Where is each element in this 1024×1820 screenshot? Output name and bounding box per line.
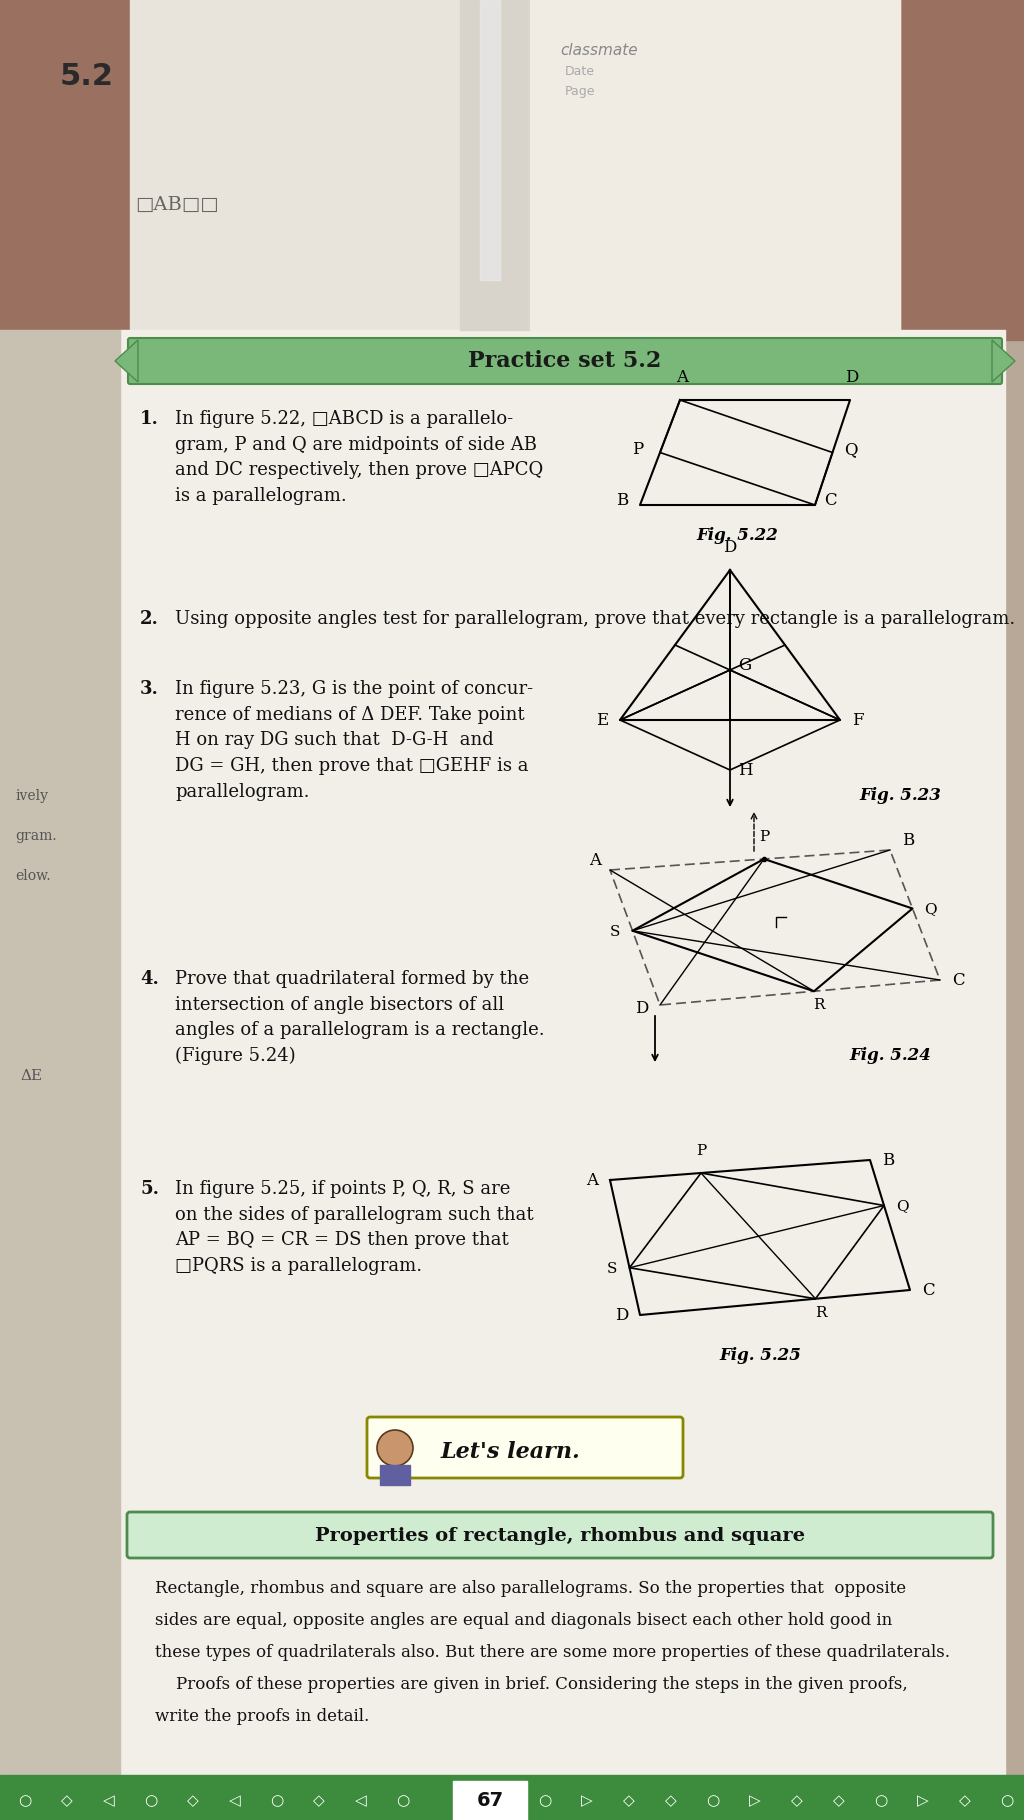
Text: A: A: [586, 1172, 598, 1188]
Text: ◇: ◇: [834, 1793, 845, 1809]
Text: ◇: ◇: [61, 1793, 73, 1809]
Text: ◇: ◇: [187, 1793, 199, 1809]
Text: 3.: 3.: [140, 681, 159, 699]
Polygon shape: [992, 340, 1015, 382]
Text: C: C: [951, 972, 965, 988]
Text: R: R: [813, 997, 824, 1012]
FancyBboxPatch shape: [453, 1782, 527, 1820]
Text: ◇: ◇: [959, 1793, 971, 1809]
Text: H: H: [737, 763, 753, 779]
Text: Q: Q: [844, 442, 857, 459]
Text: ○: ○: [1000, 1793, 1014, 1809]
Text: A: A: [589, 852, 601, 868]
Text: F: F: [852, 712, 864, 730]
Text: Q: Q: [896, 1199, 908, 1214]
Polygon shape: [115, 340, 138, 382]
Text: Rectangle, rhombus and square are also parallelograms. So the properties that  o: Rectangle, rhombus and square are also p…: [155, 1580, 906, 1596]
Text: these types of quadrilaterals also. But there are some more properties of these : these types of quadrilaterals also. But …: [155, 1643, 950, 1662]
Text: D: D: [635, 999, 648, 1017]
Text: ○: ○: [270, 1793, 284, 1809]
Text: ◇: ◇: [624, 1793, 635, 1809]
Text: In figure 5.25, if points P, Q, R, S are
on the sides of parallelogram such that: In figure 5.25, if points P, Q, R, S are…: [175, 1179, 534, 1276]
Text: ◇: ◇: [313, 1793, 325, 1809]
Text: elow.: elow.: [15, 868, 50, 883]
Text: ◁: ◁: [103, 1793, 115, 1809]
Text: ○: ○: [707, 1793, 720, 1809]
Text: In figure 5.23, G is the point of concur-
rence of medians of Δ DEF. Take point
: In figure 5.23, G is the point of concur…: [175, 681, 534, 801]
Text: ◁: ◁: [229, 1793, 241, 1809]
Text: C: C: [823, 491, 837, 510]
Text: In figure 5.22, □ABCD is a parallelo-
gram, P and Q are midpoints of side AB
and: In figure 5.22, □ABCD is a parallelo- gr…: [175, 410, 544, 506]
Text: ○: ○: [144, 1793, 158, 1809]
Text: Q: Q: [925, 903, 937, 917]
Text: A: A: [676, 369, 688, 386]
Text: Fig. 5.23: Fig. 5.23: [859, 786, 941, 804]
Text: Let's learn.: Let's learn.: [440, 1441, 580, 1463]
Text: Date: Date: [565, 66, 595, 78]
Text: ◁: ◁: [355, 1793, 367, 1809]
Text: ○: ○: [539, 1793, 552, 1809]
Text: R: R: [815, 1305, 826, 1320]
Text: ively: ively: [15, 790, 48, 803]
Text: D: D: [723, 539, 736, 555]
Text: P: P: [696, 1145, 707, 1158]
Text: 1: 1: [508, 1793, 516, 1807]
Text: ΔE: ΔE: [20, 1068, 42, 1083]
Text: D: D: [615, 1307, 629, 1323]
Text: ▷: ▷: [582, 1793, 593, 1809]
Text: 1.: 1.: [140, 410, 159, 428]
Text: gram.: gram.: [15, 828, 56, 843]
Text: G: G: [738, 657, 752, 673]
Circle shape: [377, 1431, 413, 1465]
Text: 4.: 4.: [140, 970, 159, 988]
Text: ○: ○: [874, 1793, 888, 1809]
Text: S: S: [609, 925, 620, 939]
Text: Proofs of these properties are given in brief. Considering the steps in the give: Proofs of these properties are given in …: [155, 1676, 907, 1693]
Text: classmate: classmate: [560, 44, 638, 58]
Text: sides are equal, opposite angles are equal and diagonals bisect each other hold : sides are equal, opposite angles are equ…: [155, 1613, 892, 1629]
Text: ○: ○: [18, 1793, 32, 1809]
Text: P: P: [759, 830, 769, 844]
Text: Using opposite angles test for parallelogram, prove that every rectangle is a pa: Using opposite angles test for parallelo…: [175, 610, 1015, 628]
FancyBboxPatch shape: [367, 1418, 683, 1478]
Text: ▷: ▷: [918, 1793, 929, 1809]
Text: Fig. 5.25: Fig. 5.25: [719, 1347, 801, 1363]
Text: D: D: [846, 369, 859, 386]
Text: B: B: [902, 832, 914, 848]
Text: Prove that quadrilateral formed by the
intersection of angle bisectors of all
an: Prove that quadrilateral formed by the i…: [175, 970, 545, 1065]
Text: Fig. 5.22: Fig. 5.22: [696, 528, 778, 544]
FancyBboxPatch shape: [128, 339, 1002, 384]
Text: ◇: ◇: [666, 1793, 677, 1809]
Text: □AB□□: □AB□□: [135, 197, 219, 215]
Text: write the proofs in detail.: write the proofs in detail.: [155, 1707, 370, 1725]
Text: 67: 67: [476, 1791, 504, 1811]
Text: ○: ○: [396, 1793, 410, 1809]
FancyBboxPatch shape: [127, 1512, 993, 1558]
Text: P: P: [633, 442, 644, 459]
Text: S: S: [606, 1261, 616, 1276]
Text: C: C: [922, 1281, 934, 1299]
Text: Properties of rectangle, rhombus and square: Properties of rectangle, rhombus and squ…: [315, 1527, 805, 1545]
Text: Practice set 5.2: Practice set 5.2: [468, 349, 662, 371]
Text: Page: Page: [565, 86, 596, 98]
Text: B: B: [615, 491, 628, 510]
Text: 2.: 2.: [140, 610, 159, 628]
Text: 5.: 5.: [140, 1179, 159, 1198]
Text: E: E: [596, 712, 608, 730]
Text: B: B: [882, 1152, 894, 1168]
Text: ▷: ▷: [750, 1793, 761, 1809]
Text: Fig. 5.24: Fig. 5.24: [849, 1046, 931, 1065]
Text: ◇: ◇: [792, 1793, 803, 1809]
Text: 5.2: 5.2: [60, 62, 114, 91]
